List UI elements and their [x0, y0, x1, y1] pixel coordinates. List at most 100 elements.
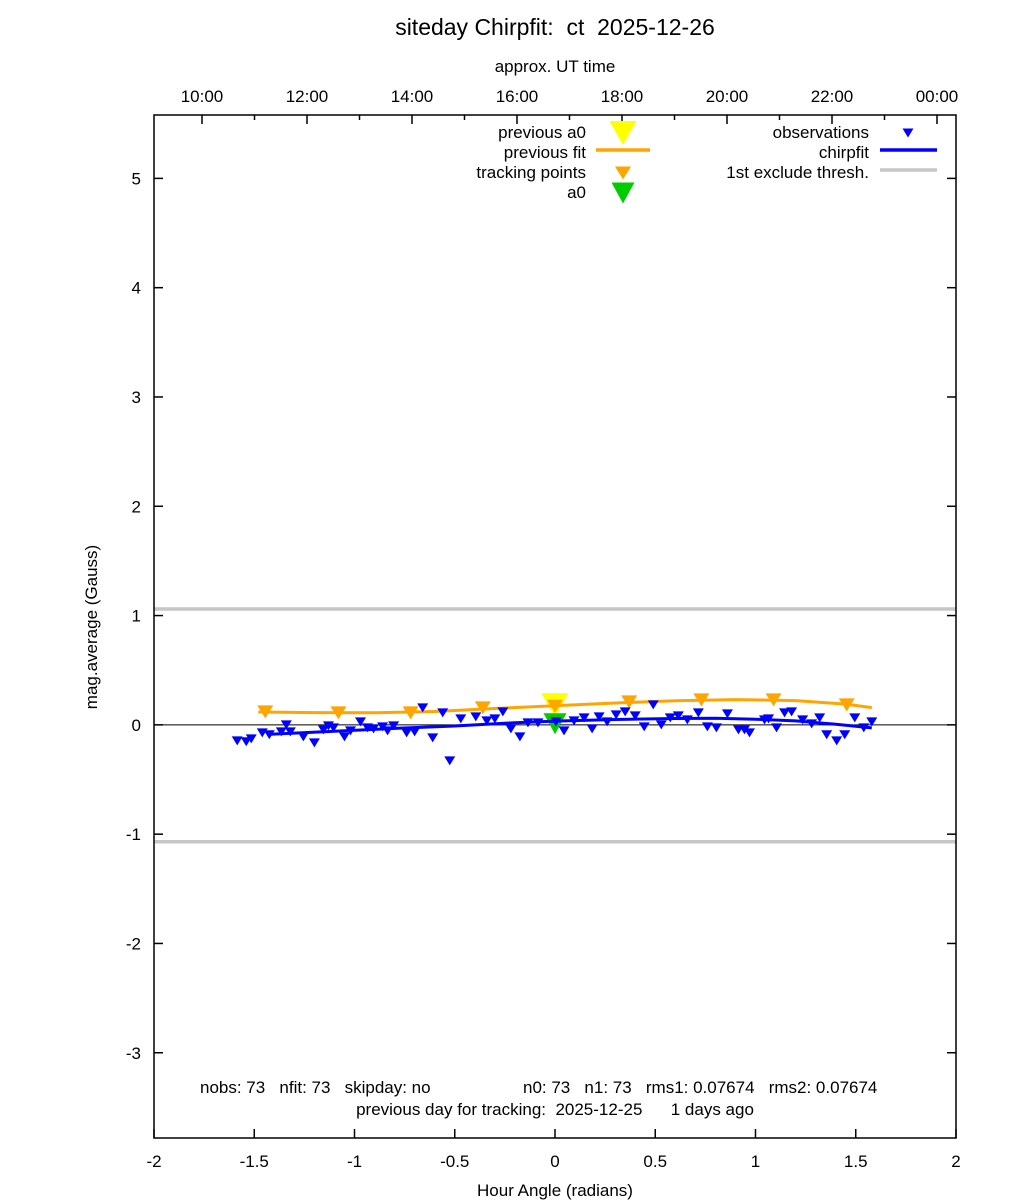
- legend-marker-observations: [902, 128, 914, 138]
- legend-label: 1st exclude thresh.: [726, 163, 869, 182]
- observation-marker: [655, 720, 667, 730]
- observation-marker: [409, 727, 421, 737]
- x-tick-label: 1.5: [844, 1152, 868, 1171]
- observation-marker: [821, 730, 833, 740]
- y-tick-label: 0: [132, 716, 141, 735]
- legend-label: observations: [773, 123, 869, 142]
- observation-marker: [619, 707, 631, 717]
- x-tick-label: 0.5: [643, 1152, 667, 1171]
- observation-marker: [388, 721, 400, 731]
- observation-marker: [797, 715, 809, 725]
- observation-marker: [743, 728, 755, 738]
- legend-marker-tracking-points: [615, 166, 631, 180]
- observation-marker: [489, 714, 501, 724]
- legend-label: previous fit: [504, 143, 586, 162]
- ut-tick-label: 20:00: [706, 87, 749, 106]
- legend-label: previous a0: [498, 123, 586, 142]
- observation-marker: [514, 732, 526, 742]
- tracking-point-marker: [257, 705, 274, 719]
- y-tick-label: 5: [132, 169, 141, 188]
- observation-marker: [497, 707, 509, 717]
- observation-marker: [578, 713, 590, 723]
- tracking-point-marker: [474, 701, 491, 715]
- ut-tick-label: 18:00: [601, 87, 644, 106]
- ut-axis-title: approx. UT time: [495, 57, 616, 76]
- observation-marker: [610, 710, 622, 720]
- observation-marker: [738, 725, 750, 735]
- x-tick-label: -1.5: [240, 1152, 269, 1171]
- y-tick-label: -1: [126, 825, 141, 844]
- observation-marker: [721, 709, 733, 719]
- chirpfit-line: [270, 716, 872, 736]
- y-axis-title: mag.average (Gauss): [82, 545, 101, 709]
- ut-tick-label: 22:00: [811, 87, 854, 106]
- legend-label: tracking points: [476, 163, 586, 182]
- observation-marker: [710, 723, 722, 733]
- observation-marker: [814, 713, 826, 723]
- tracking-point-marker: [838, 698, 855, 712]
- chart-data-layer: [154, 607, 956, 844]
- observation-marker: [444, 756, 456, 766]
- observation-marker: [280, 720, 292, 730]
- tracking-point-marker: [693, 693, 710, 707]
- observation-marker: [417, 703, 429, 713]
- x-tick-label: 1: [751, 1152, 760, 1171]
- legend-marker-previous-a0: [609, 121, 637, 145]
- observation-marker: [629, 711, 641, 721]
- observation-marker: [327, 723, 339, 733]
- observation-marker: [308, 738, 320, 748]
- observation-marker: [231, 736, 243, 746]
- observation-marker: [505, 724, 517, 734]
- observation-marker: [455, 714, 467, 724]
- y-tick-label: -2: [126, 934, 141, 953]
- ut-tick-label: 10:00: [181, 87, 224, 106]
- observation-marker: [317, 725, 329, 735]
- y-tick-label: 3: [132, 388, 141, 407]
- observation-marker: [263, 730, 275, 740]
- ut-tick-label: 00:00: [916, 87, 959, 106]
- tracking-point-marker: [765, 693, 782, 707]
- observation-marker: [779, 708, 791, 718]
- stats-line2: previous day for tracking: 2025-12-25 1 …: [356, 1100, 754, 1119]
- observation-marker: [771, 723, 783, 733]
- observation-marker: [427, 733, 439, 743]
- legend-label: a0: [567, 183, 586, 202]
- y-tick-label: 2: [132, 497, 141, 516]
- x-tick-label: 2: [951, 1152, 960, 1171]
- observation-marker: [558, 726, 570, 736]
- observation-marker: [437, 708, 449, 718]
- observation-marker: [638, 722, 650, 732]
- observation-marker: [701, 722, 713, 732]
- chart-title: siteday Chirpfit: ct 2025-12-26: [395, 14, 715, 40]
- ut-tick-label: 12:00: [286, 87, 329, 106]
- observation-marker: [355, 717, 367, 727]
- x-tick-label: 0: [550, 1152, 559, 1171]
- observation-marker: [866, 717, 878, 727]
- ut-tick-label: 14:00: [391, 87, 434, 106]
- x-axis-title: Hour Angle (radians): [477, 1181, 633, 1200]
- ut-tick-label: 16:00: [496, 87, 539, 106]
- observation-marker: [338, 732, 350, 742]
- tracking-point-marker: [402, 706, 419, 720]
- observation-marker: [470, 712, 482, 722]
- observation-marker: [297, 732, 309, 742]
- stats-line1-right: n0: 73 n1: 73 rms1: 0.07674 rms2: 0.0767…: [523, 1078, 877, 1097]
- tracking-point-marker: [330, 706, 347, 720]
- observation-marker: [786, 707, 798, 717]
- observation-marker: [245, 734, 257, 744]
- previous-fit-line: [258, 698, 872, 715]
- observation-marker: [692, 708, 704, 718]
- x-tick-label: -1: [347, 1152, 362, 1171]
- observation-marker: [647, 700, 659, 710]
- observation-marker: [849, 713, 861, 723]
- observation-marker: [839, 730, 851, 740]
- stats-line1-left: nobs: 73 nfit: 73 skipday: no: [200, 1078, 431, 1097]
- observation-marker: [401, 728, 413, 738]
- tracking-point-marker: [547, 699, 563, 713]
- x-tick-label: -2: [146, 1152, 161, 1171]
- legend-label: chirpfit: [819, 143, 869, 162]
- axis-ticks-layer: -2 -1.5 -1 -0.5 0 0.5 1 1.5 2 10:00 12:00 14:00 16:0…: [126, 87, 961, 1171]
- observation-marker: [672, 711, 684, 721]
